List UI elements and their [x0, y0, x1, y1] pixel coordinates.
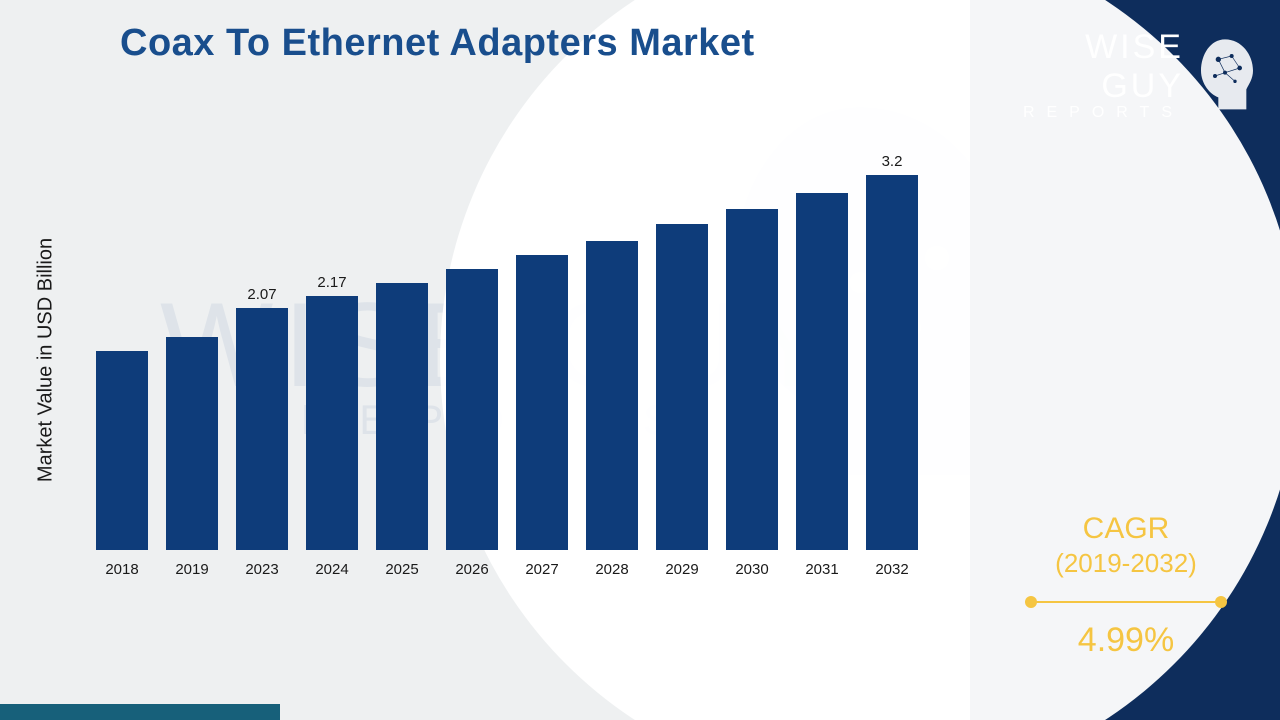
bar-wrap: 2019: [166, 315, 218, 550]
x-tick-label: 2031: [796, 561, 848, 578]
x-tick-label: 2029: [656, 561, 708, 578]
bar: [796, 193, 848, 550]
y-axis-label: Market Value in USD Billion: [35, 238, 58, 482]
bar-plot: 2018 2019 2.072023 2.172024 2025 2026 2027 2028…: [94, 140, 920, 550]
cagr-divider: [1031, 601, 1221, 603]
bar: [516, 255, 568, 550]
chart-title: Coax To Ethernet Adapters Market: [120, 22, 755, 65]
bar-wrap: 2031: [796, 171, 848, 550]
bar: [376, 283, 428, 550]
x-tick-label: 2026: [446, 561, 498, 578]
cagr-value: 4.99%: [996, 621, 1256, 660]
bar: [96, 351, 148, 550]
head-network-icon: [1190, 36, 1260, 116]
x-tick-label: 2025: [376, 561, 428, 578]
bar: [866, 175, 918, 550]
x-tick-label: 2018: [96, 561, 148, 578]
brand-logo: WISE GUY REPORTS: [996, 28, 1256, 122]
bar: [306, 296, 358, 550]
x-tick-label: 2027: [516, 561, 568, 578]
cagr-label: CAGR: [996, 512, 1256, 546]
bar-wrap: 2029: [656, 202, 708, 550]
bar-wrap: 2025: [376, 261, 428, 550]
x-tick-label: 2028: [586, 561, 638, 578]
bar: [726, 209, 778, 550]
page-root: WISE GUY REPORTS Coax To Ethernet Adapte…: [0, 0, 1280, 720]
bar: [446, 269, 498, 550]
x-tick-label: 2019: [166, 561, 218, 578]
brand-line2: REPORTS: [996, 104, 1184, 122]
x-tick-label: 2030: [726, 561, 778, 578]
x-tick-label: 2023: [236, 561, 288, 578]
cagr-block: CAGR (2019-2032) 4.99%: [996, 512, 1256, 660]
bar: [236, 308, 288, 550]
bar: [166, 337, 218, 550]
bar-wrap: 2028: [586, 219, 638, 550]
bar-value-label: 3.2: [882, 153, 903, 171]
bottom-accent-bar: [0, 704, 280, 720]
bar: [586, 241, 638, 550]
bar-wrap: 2026: [446, 247, 498, 550]
bar-wrap: 2027: [516, 233, 568, 550]
chart-area: Market Value in USD Billion 201820192.07…: [60, 140, 920, 580]
brand-line1: WISE GUY: [996, 28, 1184, 106]
bar-wrap: 2018: [96, 329, 148, 550]
bar-wrap: 2030: [726, 187, 778, 550]
bar-wrap: 2.172024: [306, 274, 358, 550]
x-tick-label: 2032: [866, 561, 918, 578]
bar-value-label: 2.07: [247, 286, 276, 304]
x-tick-label: 2024: [306, 561, 358, 578]
cagr-range: (2019-2032): [996, 548, 1256, 579]
bar: [656, 224, 708, 550]
bar-value-label: 2.17: [317, 274, 346, 292]
bar-wrap: 2.072023: [236, 286, 288, 550]
bar-wrap: 3.22032: [866, 153, 918, 550]
